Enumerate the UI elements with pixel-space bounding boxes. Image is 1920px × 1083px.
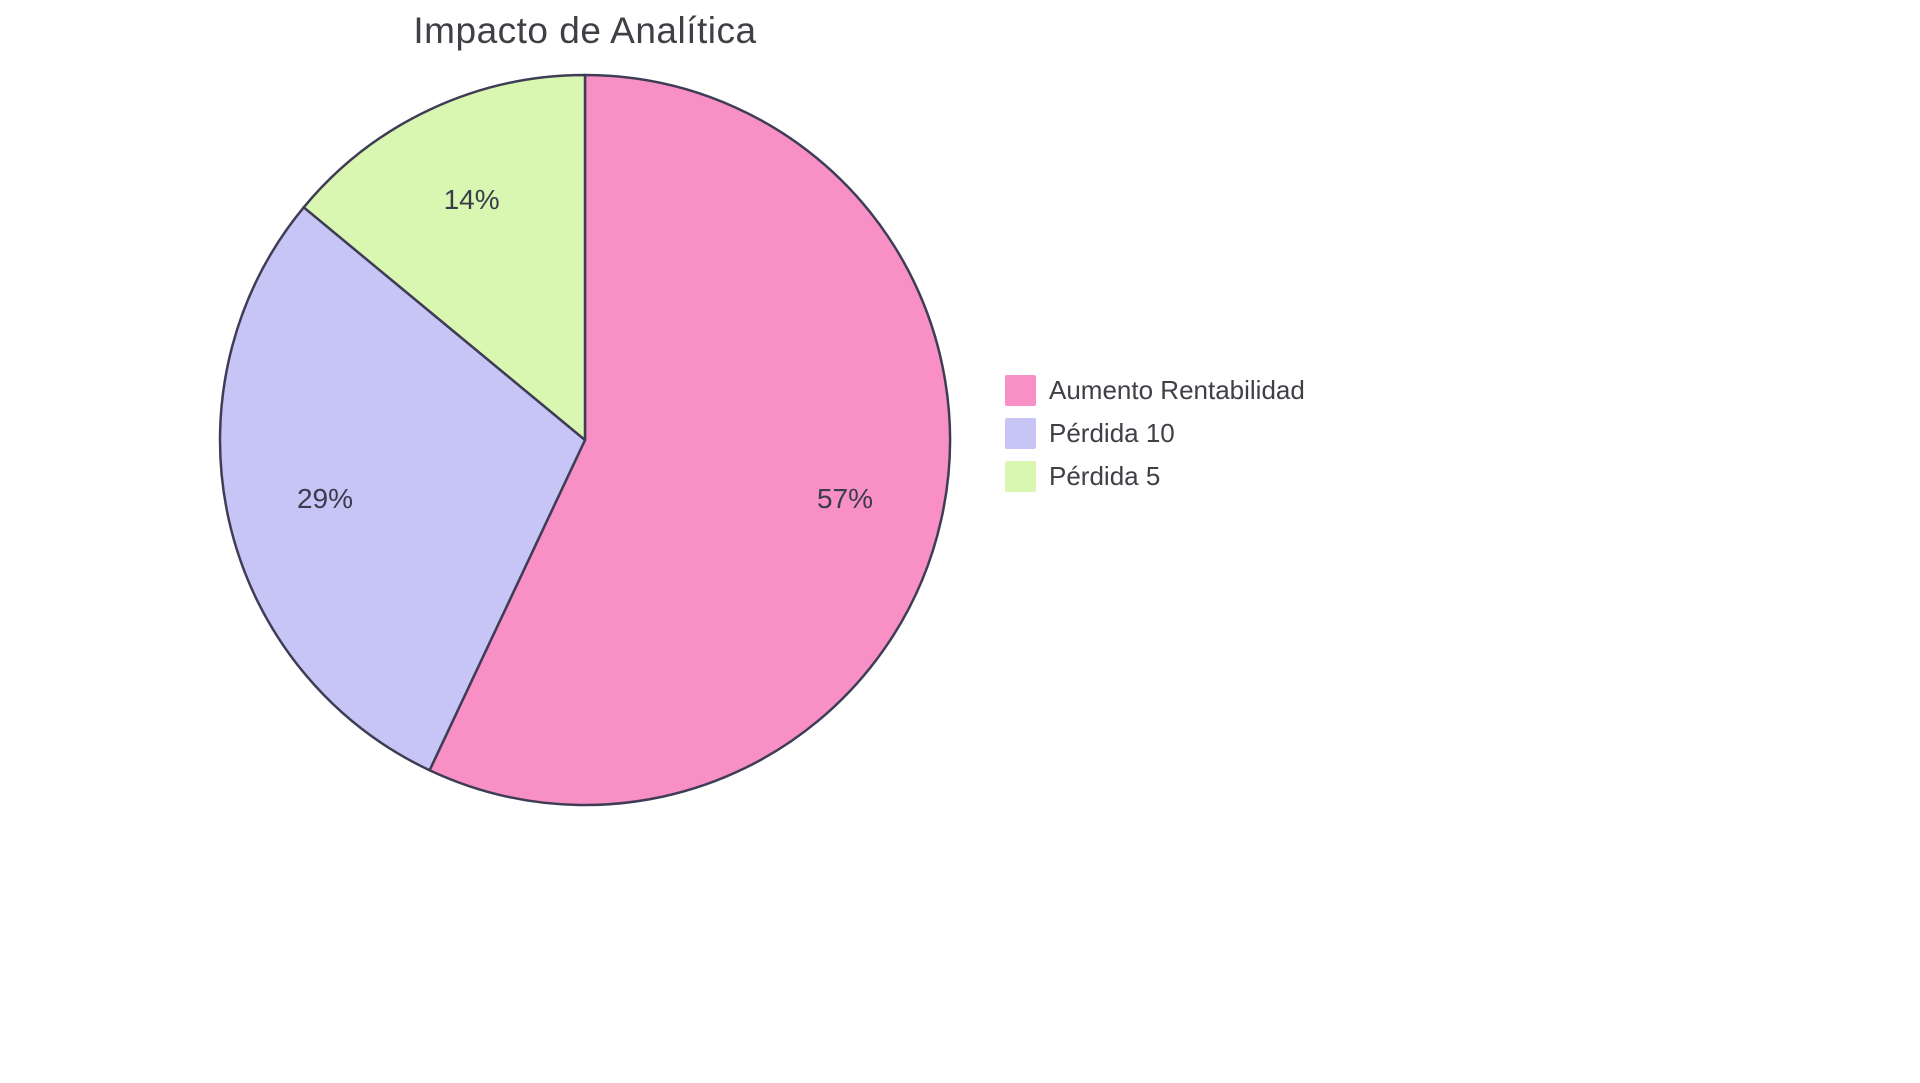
slice-value-label: 57%	[817, 483, 873, 514]
legend-label: Aumento Rentabilidad	[1049, 375, 1305, 405]
legend-item: Pérdida 10	[1005, 417, 1305, 450]
legend-label: Pérdida 10	[1049, 418, 1175, 448]
legend-swatch-icon	[1005, 461, 1036, 492]
pie-slice-2	[218, 206, 587, 772]
legend-item: Pérdida 5	[1005, 460, 1305, 493]
pie-slice-3	[302, 73, 587, 442]
chart-legend: Aumento Rentabilidad Pérdida 10 Pérdida 5	[1005, 374, 1305, 493]
legend-item: Aumento Rentabilidad	[1005, 374, 1305, 407]
slice-value-label: 14%	[444, 184, 500, 215]
pie-slice-1	[428, 73, 952, 807]
legend-swatch-icon	[1005, 375, 1036, 406]
legend-label: Pérdida 5	[1049, 461, 1161, 491]
slice-value-label: 29%	[297, 483, 353, 514]
chart-title: Impacto de Analítica	[413, 10, 757, 51]
legend-swatch-icon	[1005, 418, 1036, 449]
